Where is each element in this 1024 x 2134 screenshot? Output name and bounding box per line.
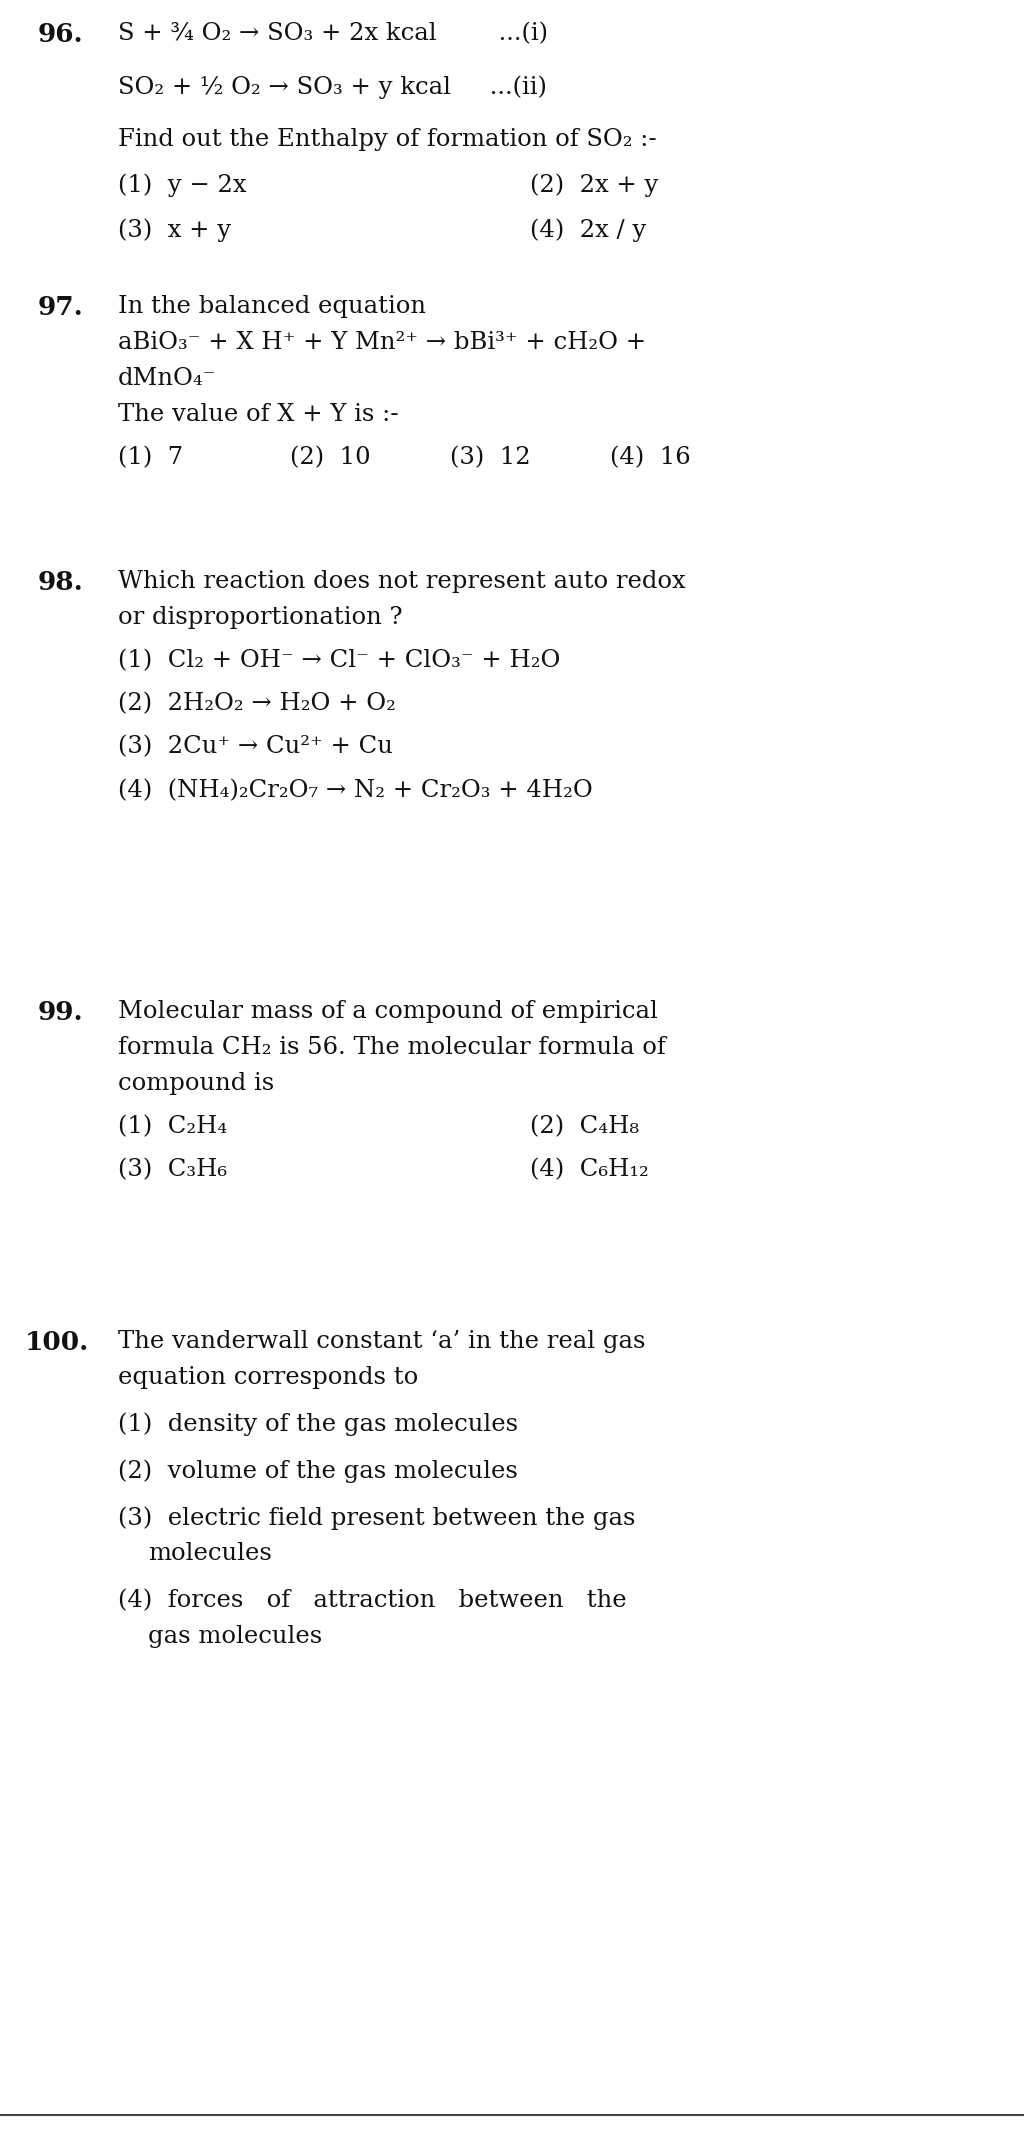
Text: equation corresponds to: equation corresponds to — [118, 1366, 418, 1389]
Text: Which reaction does not represent auto redox: Which reaction does not represent auto r… — [118, 570, 686, 593]
Text: Find out the Enthalpy of formation of SO₂ :-: Find out the Enthalpy of formation of SO… — [118, 128, 656, 152]
Text: The value of X + Y is :-: The value of X + Y is :- — [118, 403, 398, 427]
Text: compound is: compound is — [118, 1071, 274, 1095]
Text: (1)  C₂H₄: (1) C₂H₄ — [118, 1116, 227, 1137]
Text: 97.: 97. — [38, 294, 84, 320]
Text: (4)  16: (4) 16 — [610, 446, 691, 469]
Text: S + ¾ O₂ → SO₃ + 2x kcal        ...(i): S + ¾ O₂ → SO₃ + 2x kcal ...(i) — [118, 21, 548, 45]
Text: or disproportionation ?: or disproportionation ? — [118, 606, 402, 630]
Text: dMnO₄⁻: dMnO₄⁻ — [118, 367, 216, 391]
Text: (2)  2x + y: (2) 2x + y — [530, 173, 658, 196]
Text: 96.: 96. — [38, 21, 84, 47]
Text: molecules: molecules — [148, 1543, 272, 1566]
Text: aBiO₃⁻ + X H⁺ + Y Mn²⁺ → bBi³⁺ + cH₂O +: aBiO₃⁻ + X H⁺ + Y Mn²⁺ → bBi³⁺ + cH₂O + — [118, 331, 646, 354]
Text: (2)  2H₂O₂ → H₂O + O₂: (2) 2H₂O₂ → H₂O + O₂ — [118, 691, 396, 715]
Text: (3)  x + y: (3) x + y — [118, 218, 231, 241]
Text: 100.: 100. — [25, 1329, 89, 1355]
Text: (4)  forces   of   attraction   between   the: (4) forces of attraction between the — [118, 1590, 627, 1611]
Text: The vanderwall constant ‘a’ in the real gas: The vanderwall constant ‘a’ in the real … — [118, 1329, 645, 1353]
Text: (2)  volume of the gas molecules: (2) volume of the gas molecules — [118, 1460, 518, 1483]
Text: (1)  y − 2x: (1) y − 2x — [118, 173, 247, 196]
Text: gas molecules: gas molecules — [148, 1626, 323, 1647]
Text: (4)  (NH₄)₂Cr₂O₇ → N₂ + Cr₂O₃ + 4H₂O: (4) (NH₄)₂Cr₂O₇ → N₂ + Cr₂O₃ + 4H₂O — [118, 779, 593, 802]
Text: (1)  density of the gas molecules: (1) density of the gas molecules — [118, 1413, 518, 1436]
Text: (2)  10: (2) 10 — [290, 446, 371, 469]
Text: (3)  C₃H₆: (3) C₃H₆ — [118, 1159, 227, 1182]
Text: 98.: 98. — [38, 570, 84, 595]
Text: (1)  Cl₂ + OH⁻ → Cl⁻ + ClO₃⁻ + H₂O: (1) Cl₂ + OH⁻ → Cl⁻ + ClO₃⁻ + H₂O — [118, 649, 560, 672]
Text: (3)  12: (3) 12 — [450, 446, 530, 469]
Text: In the balanced equation: In the balanced equation — [118, 294, 426, 318]
Text: (4)  2x / y: (4) 2x / y — [530, 218, 646, 241]
Text: (1)  7: (1) 7 — [118, 446, 183, 469]
Text: 99.: 99. — [38, 1001, 84, 1024]
Text: (4)  C₆H₁₂: (4) C₆H₁₂ — [530, 1159, 649, 1182]
Text: SO₂ + ½ O₂ → SO₃ + y kcal     ...(ii): SO₂ + ½ O₂ → SO₃ + y kcal ...(ii) — [118, 75, 547, 98]
Text: (3)  2Cu⁺ → Cu²⁺ + Cu: (3) 2Cu⁺ → Cu²⁺ + Cu — [118, 736, 393, 758]
Text: (3)  electric field present between the gas: (3) electric field present between the g… — [118, 1507, 636, 1530]
Text: Molecular mass of a compound of empirical: Molecular mass of a compound of empirica… — [118, 1001, 657, 1022]
Text: (2)  C₄H₈: (2) C₄H₈ — [530, 1116, 639, 1137]
Text: formula CH₂ is 56. The molecular formula of: formula CH₂ is 56. The molecular formula… — [118, 1035, 666, 1058]
